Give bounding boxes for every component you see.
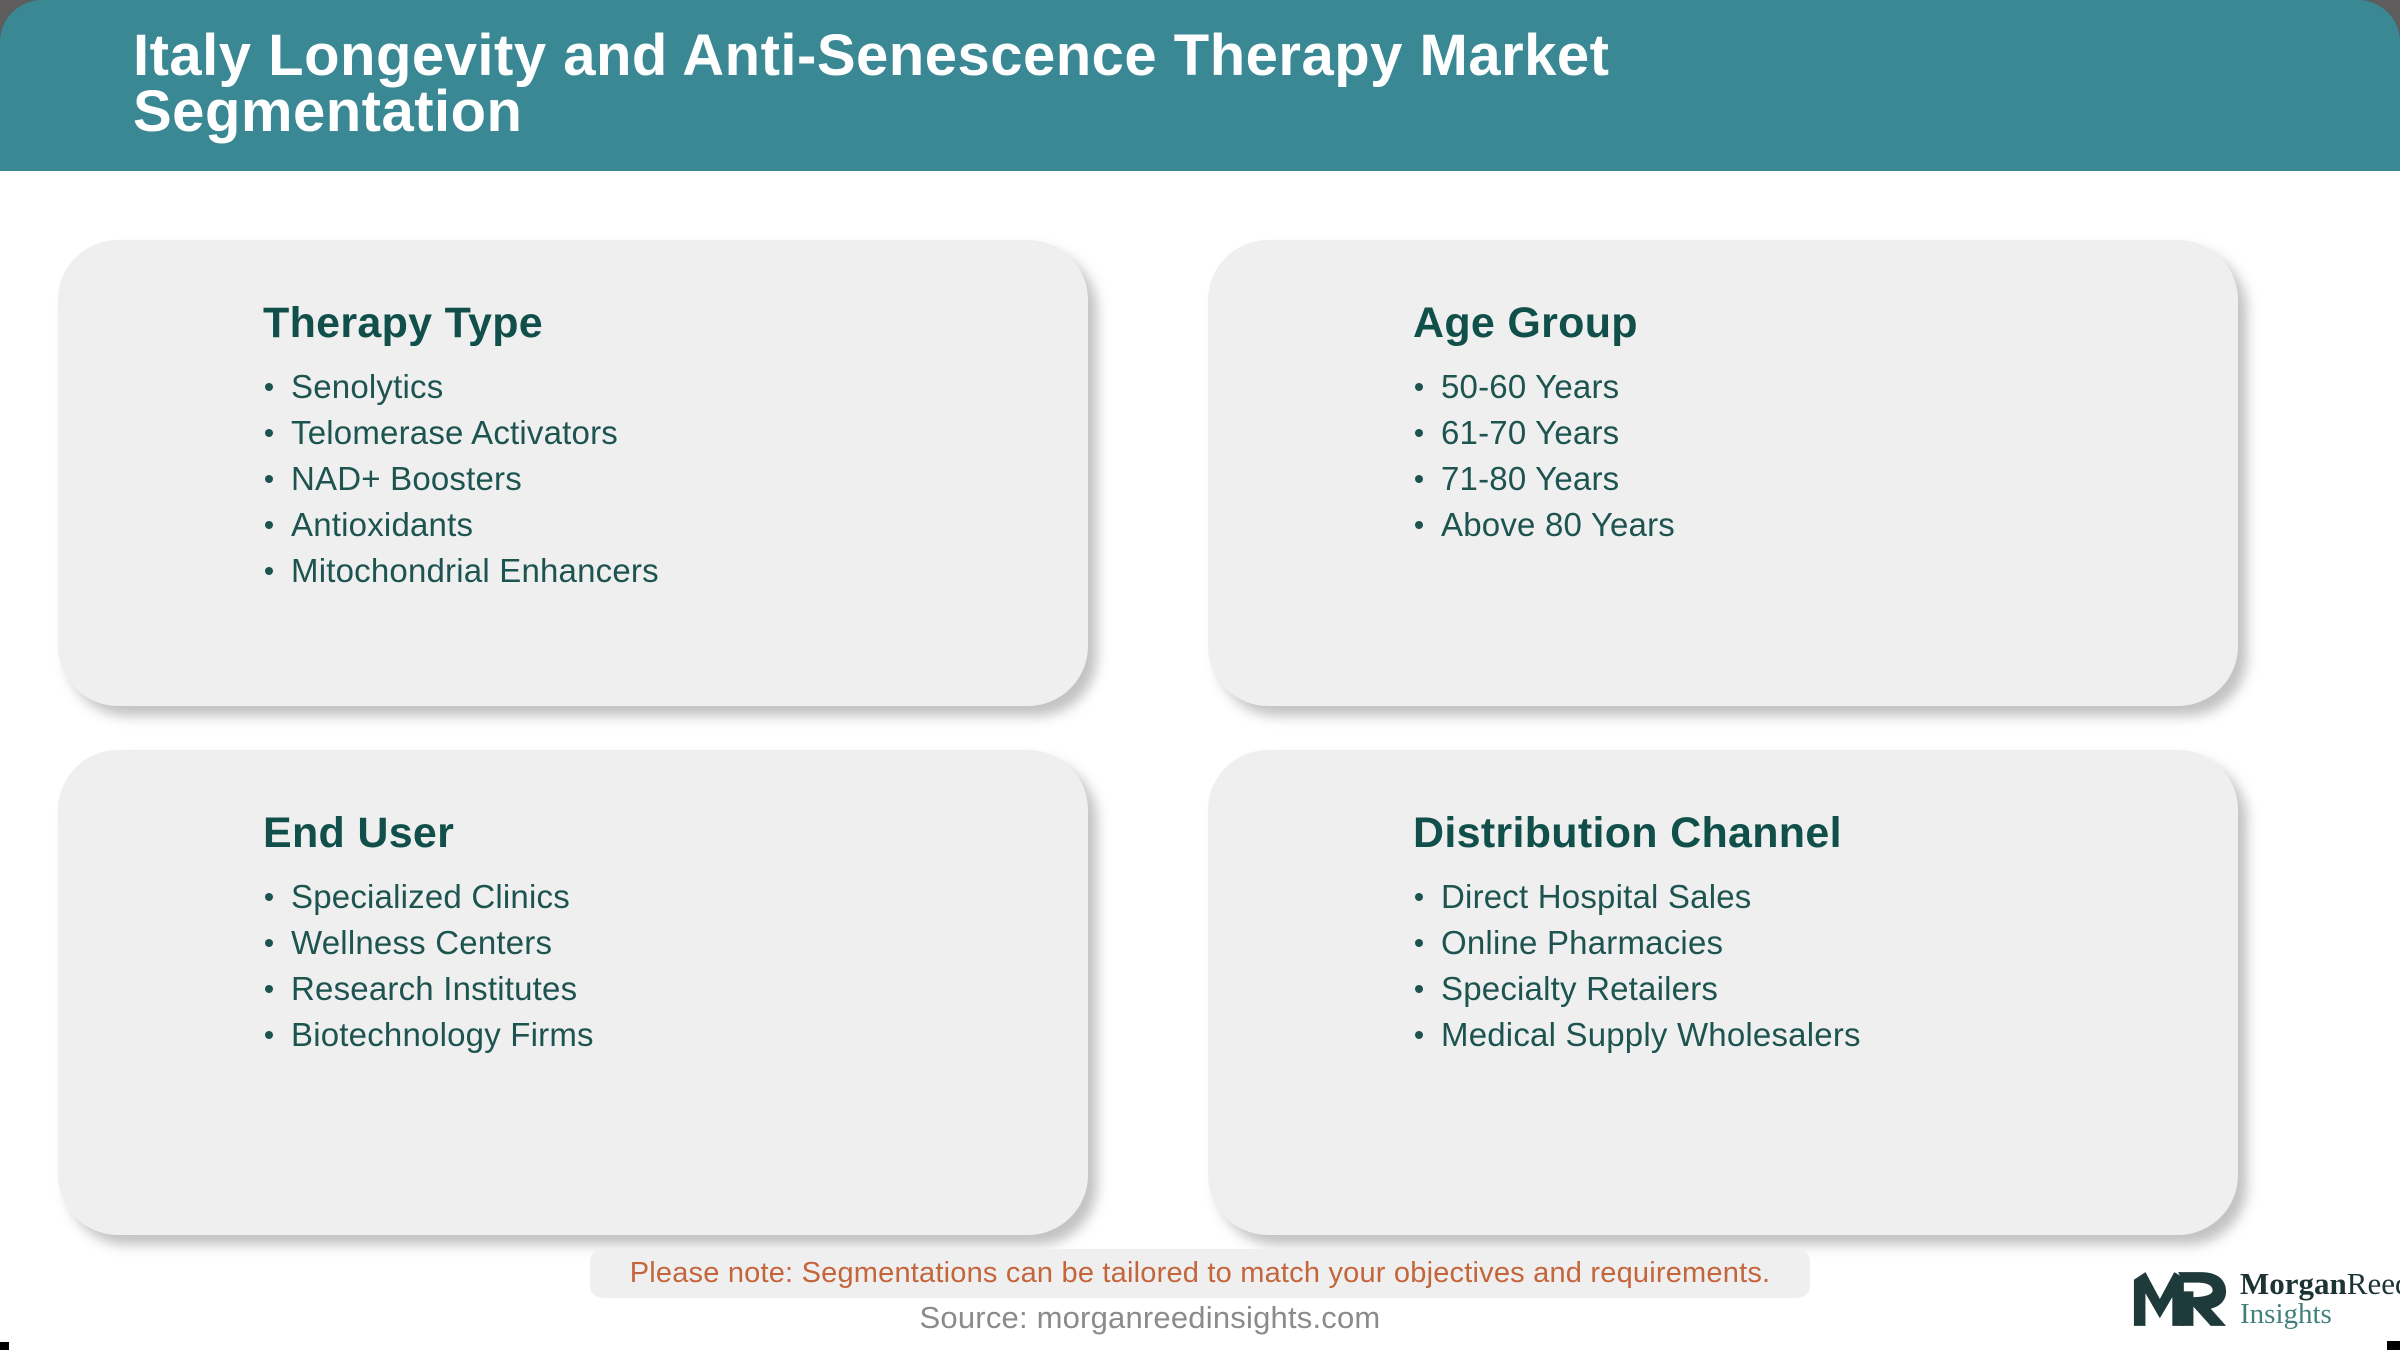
note-text: Please note: Segmentations can be tailor… xyxy=(629,1257,1771,1289)
mr-monogram-icon xyxy=(2133,1271,2227,1326)
card-item-list: Specialized Clinics Wellness Centers Resea… xyxy=(263,874,1038,1058)
list-item: Medical Supply Wholesalers xyxy=(1413,1012,2188,1058)
list-item: Research Institutes xyxy=(263,966,1038,1012)
card-therapy-type: Therapy Type Senolytics Telomerase Activa… xyxy=(58,240,1088,706)
card-end-user: End User Specialized Clinics Wellness Cen… xyxy=(58,750,1088,1235)
morganreed-logo: MorganReed Insights xyxy=(2132,1268,2400,1329)
card-title: Therapy Type xyxy=(263,299,543,347)
logo-name-regular: Reed xyxy=(2346,1266,2400,1301)
logo-name-bold: Morgan xyxy=(2240,1266,2347,1301)
list-item: Mitochondrial Enhancers xyxy=(263,548,1038,594)
logo-tagline: Insights xyxy=(2240,1298,2332,1330)
list-item: Above 80 Years xyxy=(1413,502,2188,548)
list-item: Antioxidants xyxy=(263,502,1038,548)
source-text: Source: morganreedinsights.com xyxy=(919,1300,1381,1335)
header-banner: Italy Longevity and Anti-Senescence Ther… xyxy=(0,0,2400,171)
card-item-list: Direct Hospital Sales Online Pharmacies Sp… xyxy=(1413,874,2188,1058)
segmentation-grid: Therapy Type Senolytics Telomerase Activa… xyxy=(58,240,2238,1235)
card-distribution-channel: Distribution Channel Direct Hospital Sal… xyxy=(1208,750,2238,1235)
card-title: End User xyxy=(263,809,455,857)
list-item: 50-60 Years xyxy=(1413,364,2188,410)
logo-name: MorganReed xyxy=(2240,1268,2400,1299)
list-item: Specialized Clinics xyxy=(263,874,1038,920)
list-item: 71-80 Years xyxy=(1413,456,2188,502)
list-item: NAD+ Boosters xyxy=(263,456,1038,502)
list-item: Specialty Retailers xyxy=(1413,966,2188,1012)
list-item: Online Pharmacies xyxy=(1413,920,2188,966)
page-title-line-2: Segmentation xyxy=(133,78,523,144)
list-item: Biotechnology Firms xyxy=(263,1012,1038,1058)
list-item: Telomerase Activators xyxy=(263,410,1038,456)
list-item: 61-70 Years xyxy=(1413,410,2188,456)
card-title: Age Group xyxy=(1413,299,1638,347)
list-item: Wellness Centers xyxy=(263,920,1038,966)
note-banner: Please note: Segmentations can be tailor… xyxy=(590,1249,1810,1298)
corner-mark-right xyxy=(2387,1341,2400,1350)
corner-mark-left xyxy=(0,1342,9,1350)
card-item-list: Senolytics Telomerase Activators NAD+ Boos… xyxy=(263,364,1038,594)
card-age-group: Age Group 50-60 Years 61-70 Years 71-80 Ye… xyxy=(1208,240,2238,706)
list-item: Direct Hospital Sales xyxy=(1413,874,2188,920)
page-title-line-1: Italy Longevity and Anti-Senescence Ther… xyxy=(133,22,1610,88)
card-title: Distribution Channel xyxy=(1413,809,1842,857)
logo-text: MorganReed Insights xyxy=(2240,1268,2400,1329)
list-item: Senolytics xyxy=(263,364,1038,410)
card-item-list: 50-60 Years 61-70 Years 71-80 Years Above 8… xyxy=(1413,364,2188,548)
